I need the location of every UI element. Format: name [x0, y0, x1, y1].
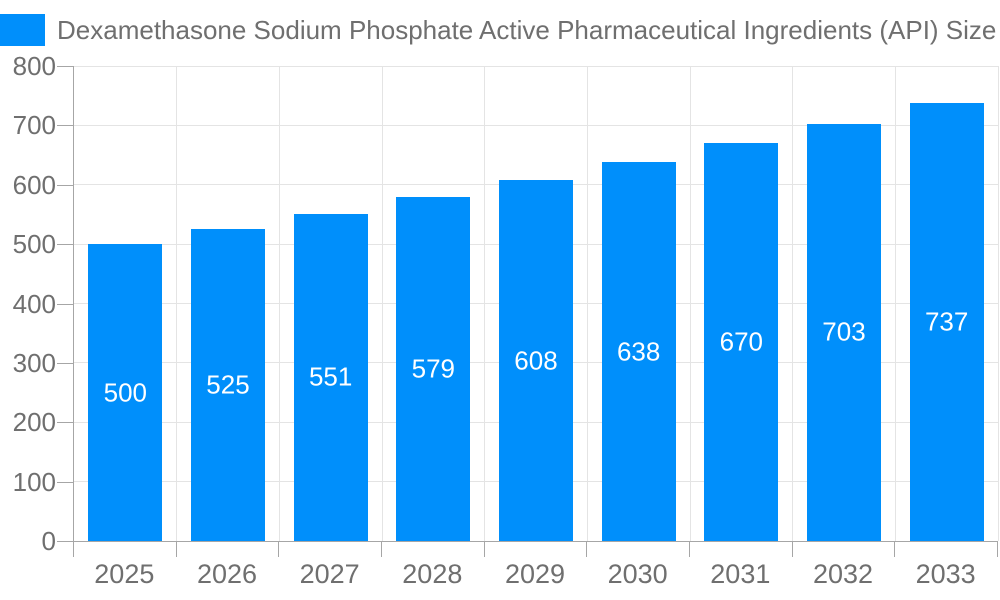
x-axis-label: 2032	[812, 559, 874, 589]
y-axis-label: 400	[12, 288, 56, 319]
y-axis-label: 800	[12, 51, 56, 81]
bar[interactable]: 703	[807, 123, 881, 541]
y-axis-tick	[57, 481, 73, 483]
y-axis-tick	[57, 66, 73, 67]
y-axis-label: 500	[12, 229, 56, 260]
y-axis-label: 600	[12, 169, 56, 200]
x-axis-tick	[894, 542, 896, 557]
x-axis-tick	[278, 542, 280, 557]
x-gridline	[278, 66, 280, 541]
bar-value-label: 551	[308, 361, 353, 392]
x-gridline	[484, 66, 486, 541]
bar[interactable]: 551	[293, 213, 368, 541]
x-gridline	[894, 66, 896, 541]
y-axis-tick	[57, 244, 73, 246]
bar[interactable]: 500	[88, 244, 163, 541]
bar-value-label: 638	[616, 336, 661, 367]
y-axis-label: 200	[12, 407, 56, 438]
legend-item[interactable]: Dexamethasone Sodium Phosphate Active Ph…	[0, 13, 1000, 47]
bar-value-label: 500	[103, 377, 148, 408]
y-axis-label: 0	[41, 526, 56, 556]
x-gridline	[586, 66, 588, 541]
y-axis-label: 700	[12, 110, 56, 141]
bar[interactable]: 737	[909, 103, 984, 541]
x-axis-tick	[175, 542, 177, 557]
y-gridline	[74, 124, 998, 126]
bar-value-label: 737	[924, 306, 969, 337]
y-axis-label: 300	[12, 347, 56, 378]
y-axis-tick	[57, 362, 73, 364]
bar-value-label: 579	[411, 353, 456, 384]
bar-value-label: 703	[822, 316, 866, 347]
x-axis-label: 2027	[299, 559, 360, 589]
x-gridline	[997, 66, 999, 541]
bar[interactable]: 638	[601, 162, 676, 541]
x-axis-label: 2028	[402, 559, 463, 589]
y-axis-label: 100	[12, 466, 56, 497]
y-axis-tick	[57, 422, 73, 424]
legend-series-label: Dexamethasone Sodium Phosphate Active Ph…	[57, 14, 1000, 45]
x-axis-tick	[73, 542, 74, 557]
x-gridline	[381, 66, 383, 541]
x-axis-label: 2026	[196, 559, 258, 589]
y-axis-tick	[57, 184, 73, 186]
x-axis-tick	[381, 542, 382, 557]
x-axis-label: 2033	[915, 559, 976, 589]
x-axis-tick	[997, 542, 998, 557]
x-axis-label: 2029	[504, 559, 566, 589]
bar[interactable]: 608	[499, 180, 573, 541]
x-axis-tick	[586, 542, 588, 557]
x-axis-tick	[483, 542, 485, 557]
x-gridline	[792, 66, 794, 541]
bar-value-label: 670	[719, 326, 764, 357]
x-axis-label: 2025	[94, 559, 155, 589]
bar-value-label: 525	[206, 369, 250, 400]
legend-marker-swatch	[0, 14, 45, 46]
x-axis-tick	[689, 542, 690, 557]
x-gridline	[689, 66, 691, 541]
bar-value-label: 608	[514, 345, 558, 375]
y-axis-tick	[57, 541, 73, 542]
y-axis-tick	[57, 303, 73, 305]
bar[interactable]: 670	[704, 143, 779, 541]
x-axis-label: 2030	[607, 559, 668, 589]
y-axis-tick	[57, 125, 73, 127]
y-gridline	[74, 65, 998, 67]
x-axis-tick	[791, 542, 793, 557]
bar[interactable]: 525	[191, 229, 265, 541]
x-axis-label: 2031	[710, 559, 771, 589]
x-gridline	[176, 66, 178, 541]
bar[interactable]: 579	[396, 197, 471, 541]
plot-area: 500 525 551 579 608 638 670 703 737	[73, 65, 999, 542]
